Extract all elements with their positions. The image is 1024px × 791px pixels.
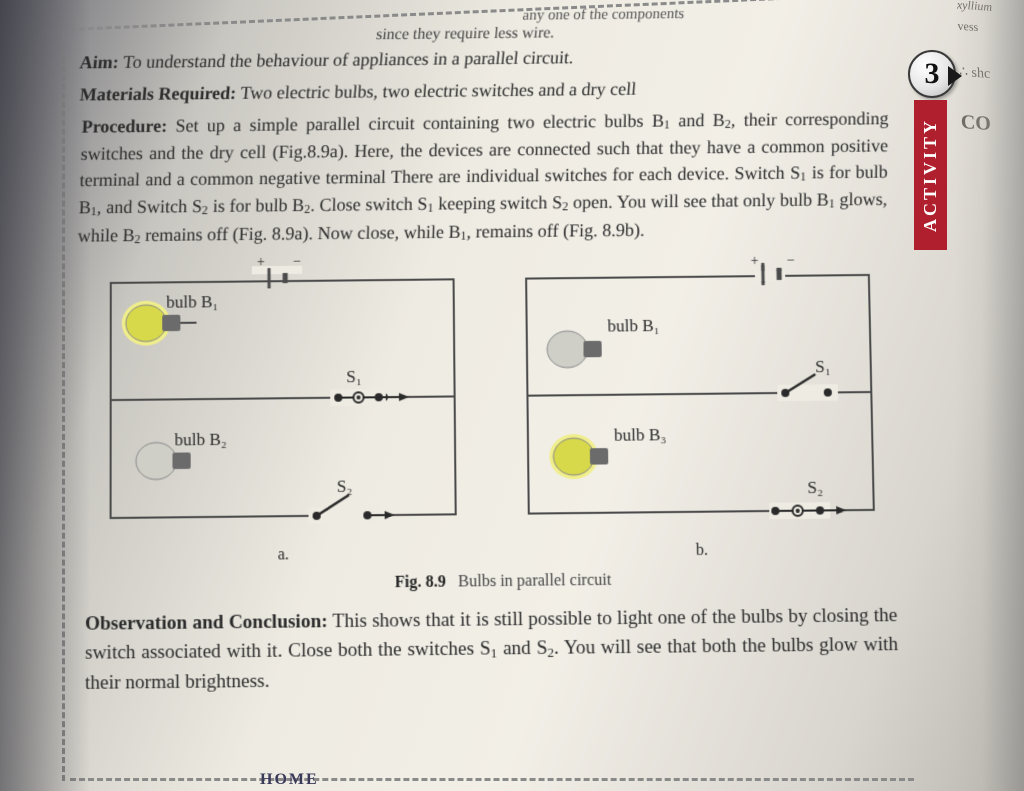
svg-text:−: − bbox=[787, 253, 795, 268]
activity-box-bottom-border bbox=[70, 778, 914, 781]
circuit-diagram-a: + − bulb B₁ bbox=[95, 254, 471, 544]
materials-label: Materials Required: bbox=[79, 83, 237, 105]
bulb-b3-b-label: bulb B₃ bbox=[614, 425, 667, 445]
partial-bottom-text: HOME bbox=[260, 771, 319, 789]
partial-prev-line-2: since they require less wire. bbox=[79, 24, 555, 47]
switch-s2-a-label: S₂ bbox=[337, 476, 353, 496]
procedure-label: Procedure: bbox=[81, 116, 167, 137]
figure-row: + − bulb B₁ bbox=[89, 249, 896, 566]
activity-box-left-border bbox=[62, 30, 65, 781]
switch-s1-a-label: S₁ bbox=[346, 367, 362, 387]
svg-text:+: + bbox=[751, 254, 759, 269]
figure-caption: Fig. 8.9 Bulbs in parallel circuit bbox=[79, 568, 927, 596]
next-page-fragment: xyllium vess ∴ shc CO bbox=[957, 0, 1024, 203]
figure-a-label: a. bbox=[95, 544, 471, 567]
figure-b-label: b. bbox=[514, 540, 890, 563]
procedure-text: Set up a simple parallel circuit contain… bbox=[77, 108, 888, 245]
aim-label: Aim: bbox=[79, 52, 120, 72]
materials-text: Two electric bulbs, two electric switche… bbox=[240, 79, 637, 103]
figure-caption-bold: Fig. 8.9 bbox=[395, 573, 446, 591]
observation-block: Observation and Conclusion: This shows t… bbox=[85, 601, 899, 698]
switch-s1-b-label: S₁ bbox=[815, 357, 831, 377]
switch-s2-b-label: S₂ bbox=[807, 478, 823, 498]
procedure-block: Procedure: Set up a simple parallel circ… bbox=[77, 105, 888, 250]
circuit-diagram-b: + − bulb B₁ S₁ bbox=[511, 249, 890, 539]
circuit-b-container: + − bulb B₁ S₁ bbox=[511, 249, 890, 562]
bulb-b2-a-label: bulb B₂ bbox=[174, 429, 226, 449]
page-right-edge bbox=[954, 0, 1024, 791]
materials-line: Materials Required: Two electric bulbs, … bbox=[79, 73, 887, 108]
bulb-b1-a-label: bulb B₁ bbox=[166, 292, 218, 312]
activity-label: ACTIVITY bbox=[914, 100, 947, 250]
activity-number-badge: 3 bbox=[908, 50, 956, 98]
figure-caption-rest: Bulbs in parallel circuit bbox=[458, 571, 611, 590]
circuit-a-container: + − bulb B₁ bbox=[95, 254, 471, 567]
activity-tab: 3 ACTIVITY bbox=[914, 100, 954, 290]
svg-text:−: − bbox=[293, 255, 301, 270]
bulb-b1-b-label: bulb B₁ bbox=[607, 316, 659, 336]
observation-label: Observation and Conclusion: bbox=[85, 611, 328, 635]
aim-text: To understand the behaviour of appliance… bbox=[122, 47, 574, 72]
page-content: any one of the components since they req… bbox=[69, 0, 941, 720]
svg-text:+: + bbox=[257, 255, 265, 270]
